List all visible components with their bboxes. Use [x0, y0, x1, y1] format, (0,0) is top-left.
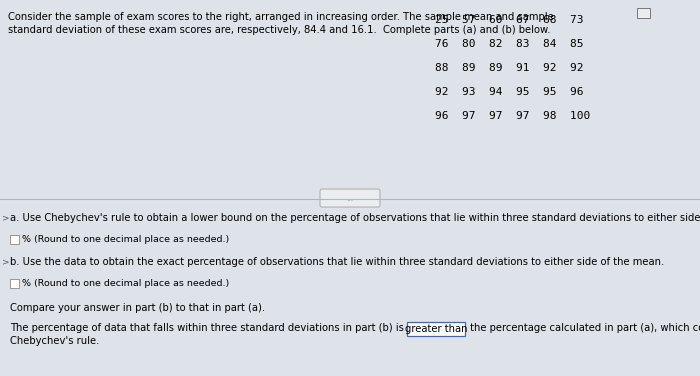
FancyBboxPatch shape [10, 235, 19, 244]
Text: standard deviation of these exam scores are, respectively, 84.4 and 16.1.  Compl: standard deviation of these exam scores … [8, 25, 550, 35]
Text: 25  57  60  67  68  73: 25 57 60 67 68 73 [435, 15, 584, 25]
Text: 92  93  94  95  95  96: 92 93 94 95 95 96 [435, 87, 584, 97]
Text: >: > [2, 213, 10, 222]
Text: >: > [2, 257, 10, 266]
FancyBboxPatch shape [320, 189, 380, 207]
Text: greater than: greater than [405, 324, 468, 334]
Text: % (Round to one decimal place as needed.): % (Round to one decimal place as needed.… [22, 235, 230, 244]
Text: Chebychev's rule.: Chebychev's rule. [10, 336, 99, 346]
Text: b. Use the data to obtain the exact percentage of observations that lie within t: b. Use the data to obtain the exact perc… [10, 257, 664, 267]
Text: 76  80  82  83  84  85: 76 80 82 83 84 85 [435, 39, 584, 49]
Text: Compare your answer in part (b) to that in part (a).: Compare your answer in part (b) to that … [10, 303, 265, 313]
Text: 96  97  97  97  98  100: 96 97 97 97 98 100 [435, 111, 590, 121]
Text: the percentage calculated in part (a), which complies with: the percentage calculated in part (a), w… [467, 323, 700, 333]
Text: 88  89  89  91  92  92: 88 89 89 91 92 92 [435, 63, 584, 73]
Text: a. Use Chebychev's rule to obtain a lower bound on the percentage of observation: a. Use Chebychev's rule to obtain a lowe… [10, 213, 700, 223]
FancyBboxPatch shape [637, 8, 650, 18]
Text: % (Round to one decimal place as needed.): % (Round to one decimal place as needed.… [22, 279, 230, 288]
FancyBboxPatch shape [407, 322, 465, 336]
Text: The percentage of data that falls within three standard deviations in part (b) i: The percentage of data that falls within… [10, 323, 407, 333]
Text: ...: ... [346, 194, 354, 203]
FancyBboxPatch shape [10, 279, 19, 288]
Text: Consider the sample of exam scores to the right, arranged in increasing order. T: Consider the sample of exam scores to th… [8, 12, 554, 22]
